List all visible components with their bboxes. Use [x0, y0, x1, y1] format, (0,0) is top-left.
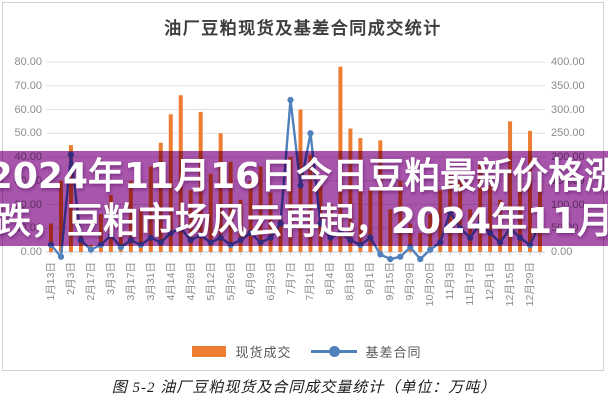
- x-axis-label: 11月17日: [464, 262, 477, 306]
- x-axis-label: 7月7日: [284, 262, 297, 295]
- x-axis-label: 6月9日: [244, 262, 257, 295]
- legend-marker-basis-contract-icon: [310, 346, 357, 357]
- legend-label-spot-volume: 现货成交: [235, 345, 292, 360]
- line-marker: [427, 246, 434, 253]
- y-axis-label-left: 80.00: [14, 56, 42, 68]
- line-marker: [307, 130, 314, 137]
- y-axis-label-right: 350.00: [551, 79, 585, 92]
- y-axis-label-left: 70.00: [14, 79, 42, 92]
- y-axis-label-right: 400.00: [551, 56, 585, 68]
- y-axis-label-right: 0.00: [551, 246, 573, 258]
- x-axis-label: 5月26日: [224, 262, 237, 301]
- x-axis-label: 3月17日: [124, 262, 137, 301]
- x-axis-label: 11月3日: [444, 262, 457, 300]
- overlay-title-line2: 跌，豆粕市场风云再起，2024年11月: [0, 200, 608, 242]
- overlay-title: 2024年11月16日今日豆粕最新价格涨 跌，豆粕市场风云再起，2024年11月: [0, 151, 608, 246]
- legend-dot-icon: [328, 346, 340, 357]
- legend-swatch-spot-volume-icon: [192, 346, 227, 357]
- x-axis-label: 9月15日: [384, 262, 397, 301]
- x-axis-label: 9月1日: [364, 262, 377, 295]
- x-axis-label: 3月3日: [104, 262, 117, 295]
- legend-label-basis-contract: 基差合同: [365, 345, 422, 360]
- line-marker: [397, 253, 404, 260]
- overlay-band: [0, 151, 608, 246]
- x-axis-label: 7月21日: [304, 262, 317, 301]
- x-axis-label: 8月18日: [344, 262, 357, 301]
- figure-caption: 图 5-2 油厂豆粕现货及合同成交量统计（单位：万吨）: [111, 380, 497, 396]
- y-axis-label-left: 50.00: [14, 127, 42, 140]
- x-axis-label: 3月31日: [144, 262, 157, 301]
- x-axis-label: 10月20日: [424, 262, 437, 307]
- x-axis-label: 9月29日: [404, 262, 417, 301]
- line-marker: [417, 256, 424, 263]
- line-marker: [287, 96, 294, 104]
- x-axis-label: 5月12日: [204, 262, 217, 301]
- line-marker: [377, 251, 384, 258]
- chart-title: 油厂豆粕现货及基差合同成交统计: [164, 19, 442, 38]
- line-marker: [387, 256, 394, 263]
- y-axis-label-left: 60.00: [14, 103, 42, 116]
- line-marker: [87, 246, 95, 253]
- x-axis-label: 1月13日: [45, 262, 57, 301]
- x-axis-label: 2月17日: [84, 262, 97, 301]
- x-axis-label: 6月23日: [264, 262, 277, 301]
- y-axis-label-left: 0.00: [20, 246, 42, 258]
- x-axis-label: 4月14日: [164, 262, 177, 301]
- x-axis-label: 4月28日: [184, 262, 197, 301]
- x-axis-label: 12月29日: [524, 262, 537, 307]
- y-axis-label-right: 250.00: [551, 127, 585, 140]
- x-axis-label: 12月15日: [504, 262, 517, 307]
- y-axis-label-right: 300.00: [551, 103, 585, 116]
- legend: 现货成交 基差合同: [3, 342, 608, 361]
- x-axis-label: 2月3日: [64, 262, 77, 295]
- overlay-title-line1: 2024年11月16日今日豆粕最新价格涨: [0, 155, 608, 197]
- x-axis-label: 8月4日: [324, 262, 337, 295]
- x-axis-label: 12月1日: [484, 262, 497, 301]
- line-marker: [57, 253, 65, 260]
